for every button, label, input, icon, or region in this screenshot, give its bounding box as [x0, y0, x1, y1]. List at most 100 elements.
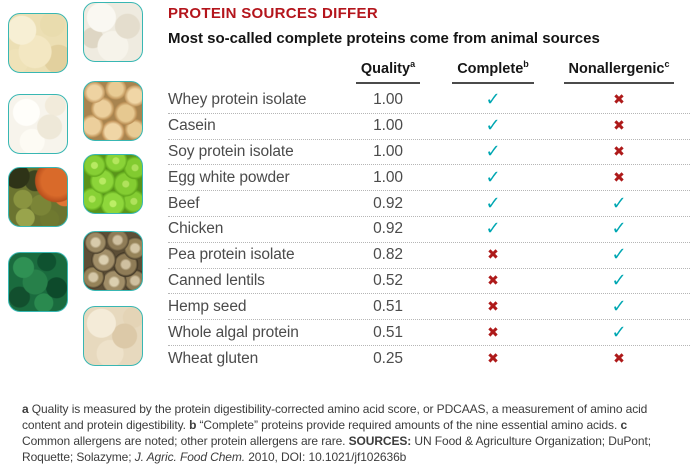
- check-icon: ✓: [611, 321, 627, 342]
- nonallergenic-header-sup: c: [664, 59, 670, 69]
- cross-icon: ✖: [487, 297, 499, 314]
- quality-value: 1.00: [373, 168, 403, 186]
- casein-curd-photo: [8, 94, 68, 154]
- footnote-segment: SOURCES:: [348, 434, 412, 448]
- table-row: Canned lentils 0.52 ✖ ✓: [168, 269, 690, 295]
- table-body: Whey protein isolate 1.00 ✓ ✖ Casein 1.0…: [168, 88, 690, 372]
- nonallergenic-mark: ✖: [548, 117, 690, 135]
- complete-mark: ✓: [438, 142, 548, 162]
- table-row: Pea protein isolate 0.82 ✖ ✓: [168, 243, 690, 269]
- check-icon: ✓: [611, 192, 627, 213]
- nonallergenic-mark: ✓: [548, 271, 690, 291]
- quality-value: 0.51: [373, 297, 403, 315]
- footnote-segment: Quality is measured by the protein diges…: [22, 402, 648, 432]
- quality-value: 1.00: [373, 91, 403, 109]
- quality-value: 0.52: [373, 271, 403, 289]
- quality-header-text: Quality: [360, 60, 411, 77]
- nonallergenic-mark: ✖: [548, 169, 690, 187]
- check-icon: ✓: [485, 115, 501, 136]
- protein-name: Whole algal protein: [168, 323, 299, 341]
- protein-name: Casein: [168, 117, 216, 135]
- cross-icon: ✖: [487, 323, 499, 340]
- green-peas-photo: [83, 154, 143, 214]
- complete-mark: ✓: [438, 116, 548, 136]
- nonallergenic-mark: ✓: [548, 219, 690, 239]
- table-row: Egg white powder 1.00 ✓ ✖: [168, 165, 690, 192]
- table-row: Casein 1.00 ✓ ✖: [168, 114, 690, 140]
- check-icon: ✓: [611, 244, 627, 265]
- footnote-segment: b: [189, 418, 197, 432]
- check-icon: ✓: [485, 140, 501, 161]
- quality-value: 0.82: [373, 246, 403, 264]
- footnote-segment: a: [22, 402, 29, 416]
- complete-mark: ✖: [438, 246, 548, 264]
- check-icon: ✓: [611, 218, 627, 239]
- table-row: Whole algal protein 0.51 ✖ ✓: [168, 320, 690, 346]
- quality-header-sup: a: [410, 59, 416, 69]
- quality-value: 0.92: [373, 194, 403, 212]
- complete-mark: ✓: [438, 168, 548, 188]
- footnote-segment: J. Agric. Food Chem.: [134, 450, 245, 464]
- complete-mark: ✓: [438, 90, 548, 110]
- table-row: Beef 0.92 ✓ ✓: [168, 191, 690, 217]
- complete-header-sup: b: [523, 59, 529, 69]
- check-icon: ✓: [485, 218, 501, 239]
- white-flour-powder-photo: [83, 2, 143, 62]
- footnote: a Quality is measured by the protein dig…: [22, 401, 674, 464]
- whey-powder-photo: [8, 13, 68, 73]
- lentils-photo: [8, 167, 68, 227]
- quality-value: 1.00: [373, 117, 403, 135]
- protein-name: Beef: [168, 194, 200, 212]
- footnote-segment: Common allergens are noted; other protei…: [22, 434, 349, 448]
- quality-value: 1.00: [373, 142, 403, 160]
- nonallergenic-header-text: Nonallergenic: [568, 60, 665, 77]
- protein-name: Hemp seed: [168, 297, 247, 315]
- complete-header-label: Completeb: [452, 59, 534, 84]
- quality-value: 0.92: [373, 220, 403, 238]
- wheat-gluten-photo: [83, 306, 143, 366]
- footnote-segment: c: [620, 418, 628, 432]
- complete-mark: ✖: [438, 298, 548, 316]
- protein-name: Wheat gluten: [168, 349, 259, 367]
- hemp-seeds-photo: [83, 231, 143, 291]
- nonallergenic-mark: ✖: [548, 143, 690, 161]
- table-row: Wheat gluten 0.25 ✖ ✖: [168, 346, 690, 372]
- check-icon: ✓: [485, 166, 501, 187]
- protein-name: Whey protein isolate: [168, 91, 307, 109]
- protein-name: Chicken: [168, 220, 224, 238]
- page-subtitle: Most so-called complete proteins come fr…: [168, 30, 600, 47]
- complete-mark: ✓: [438, 194, 548, 214]
- protein-name: Canned lentils: [168, 271, 265, 289]
- table-header-row: Qualitya Completeb Nonallergenicc: [168, 59, 690, 84]
- cross-icon: ✖: [613, 168, 625, 185]
- column-header-quality: Qualitya: [338, 59, 438, 84]
- nonallergenic-mark: ✖: [548, 91, 690, 109]
- quality-value: 0.25: [373, 349, 403, 367]
- protein-name: Soy protein isolate: [168, 142, 294, 160]
- complete-mark: ✖: [438, 324, 548, 342]
- nonallergenic-header-label: Nonallergenicc: [563, 59, 675, 84]
- complete-mark: ✖: [438, 350, 548, 368]
- cross-icon: ✖: [487, 349, 499, 366]
- check-icon: ✓: [485, 89, 501, 110]
- column-header-complete: Completeb: [438, 59, 548, 84]
- complete-header-text: Complete: [457, 60, 524, 77]
- footnote-segment: 2010, DOI: 10.1021/jf102636b: [245, 450, 407, 464]
- check-icon: ✓: [611, 269, 627, 290]
- cross-icon: ✖: [613, 91, 625, 108]
- column-header-nonallergenic: Nonallergenicc: [548, 59, 690, 84]
- protein-name: Egg white powder: [168, 168, 290, 186]
- complete-mark: ✓: [438, 219, 548, 239]
- cross-icon: ✖: [613, 349, 625, 366]
- table-row: Soy protein isolate 1.00 ✓ ✖: [168, 140, 690, 166]
- table-row: Chicken 0.92 ✓ ✓: [168, 217, 690, 243]
- nonallergenic-mark: ✖: [548, 350, 690, 368]
- nonallergenic-mark: ✓: [548, 194, 690, 214]
- check-icon: ✓: [485, 192, 501, 213]
- cross-icon: ✖: [613, 117, 625, 134]
- nonallergenic-mark: ✓: [548, 323, 690, 343]
- check-icon: ✓: [611, 295, 627, 316]
- cross-icon: ✖: [613, 142, 625, 159]
- table-row: Hemp seed 0.51 ✖ ✓: [168, 294, 690, 321]
